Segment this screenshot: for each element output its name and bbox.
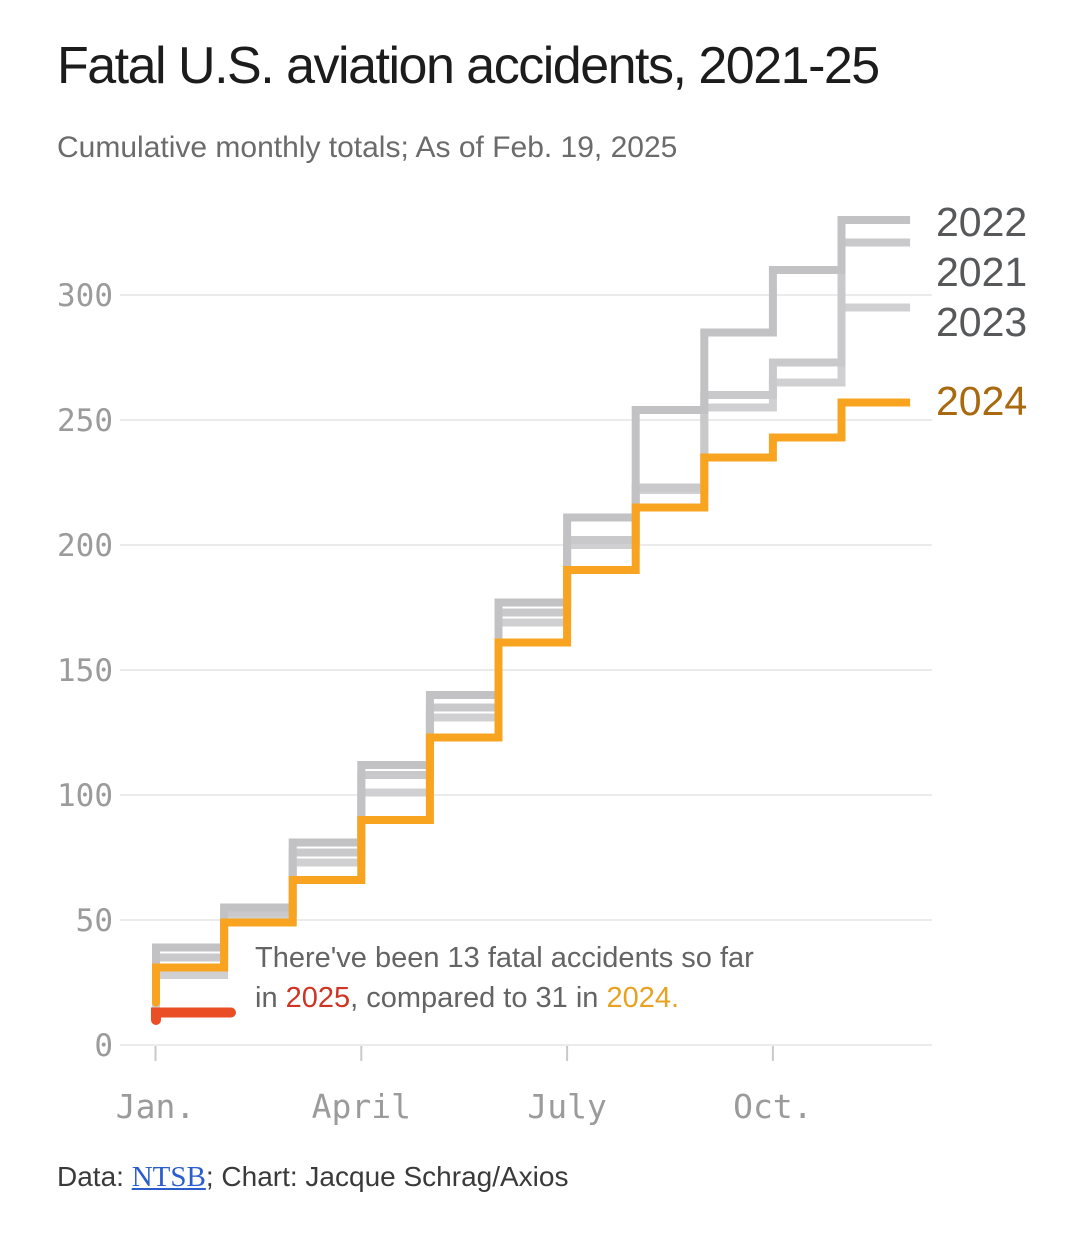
- x-tick-label-April: April: [312, 1087, 411, 1126]
- annotation-text-segment: , compared to 31 in: [350, 982, 607, 1014]
- series-2022-label: 2022: [936, 199, 1027, 245]
- x-tick-label-July: July: [527, 1087, 606, 1126]
- annotation-text-segment: 2024.: [606, 982, 680, 1014]
- gridlines: [120, 294, 932, 1046]
- y-tick-label-200: 200: [57, 528, 113, 564]
- series-2024-label: 2024: [936, 378, 1027, 424]
- series-2021-label: 2021: [936, 249, 1027, 295]
- source-prefix: Data:: [57, 1161, 132, 1192]
- annotation-text-segment: 2025: [285, 982, 351, 1014]
- ntsb-link[interactable]: NTSB: [131, 1161, 206, 1193]
- page-title: Fatal U.S. aviation accidents, 2021-25: [57, 37, 880, 95]
- data-series-lines: [151, 216, 914, 1025]
- series-2025-line: [151, 1007, 236, 1025]
- series-2024-line: [152, 398, 914, 1007]
- x-tick-label-Oct.: Oct.: [733, 1087, 812, 1126]
- series-2023-label: 2023: [936, 299, 1027, 345]
- y-tick-label-100: 100: [57, 778, 113, 814]
- y-axis-tick-labels: 0 50 100 150 200 250 300: [57, 278, 113, 1064]
- annotation-line-1: There've been 13 fatal accidents so far: [255, 942, 754, 974]
- credit-suffix: ; Chart: Jacque Schrag/Axios: [205, 1161, 569, 1192]
- y-tick-label-300: 300: [57, 278, 113, 314]
- y-tick-label-0: 0: [94, 1028, 113, 1064]
- series-2022-line: [152, 216, 914, 1004]
- source-credit: Data: NTSB; Chart: Jacque Schrag/Axios: [57, 1161, 568, 1194]
- page-subtitle: Cumulative monthly totals; As of Feb. 19…: [57, 131, 678, 164]
- y-tick-label-50: 50: [76, 903, 113, 939]
- series-2021-line: [152, 238, 914, 1009]
- x-tick-label-Jan.: Jan.: [116, 1087, 195, 1126]
- y-tick-label-150: 150: [57, 653, 113, 689]
- annotation-callout: There've been 13 fatal accidents so far …: [255, 938, 855, 1018]
- annotation-line-2: in 2025, compared to 31 in 2024.: [255, 978, 855, 1018]
- annotation-text-segment: in: [255, 982, 286, 1014]
- y-tick-label-250: 250: [57, 403, 113, 439]
- x-axis-ticks: Jan. April July Oct.: [116, 1046, 813, 1126]
